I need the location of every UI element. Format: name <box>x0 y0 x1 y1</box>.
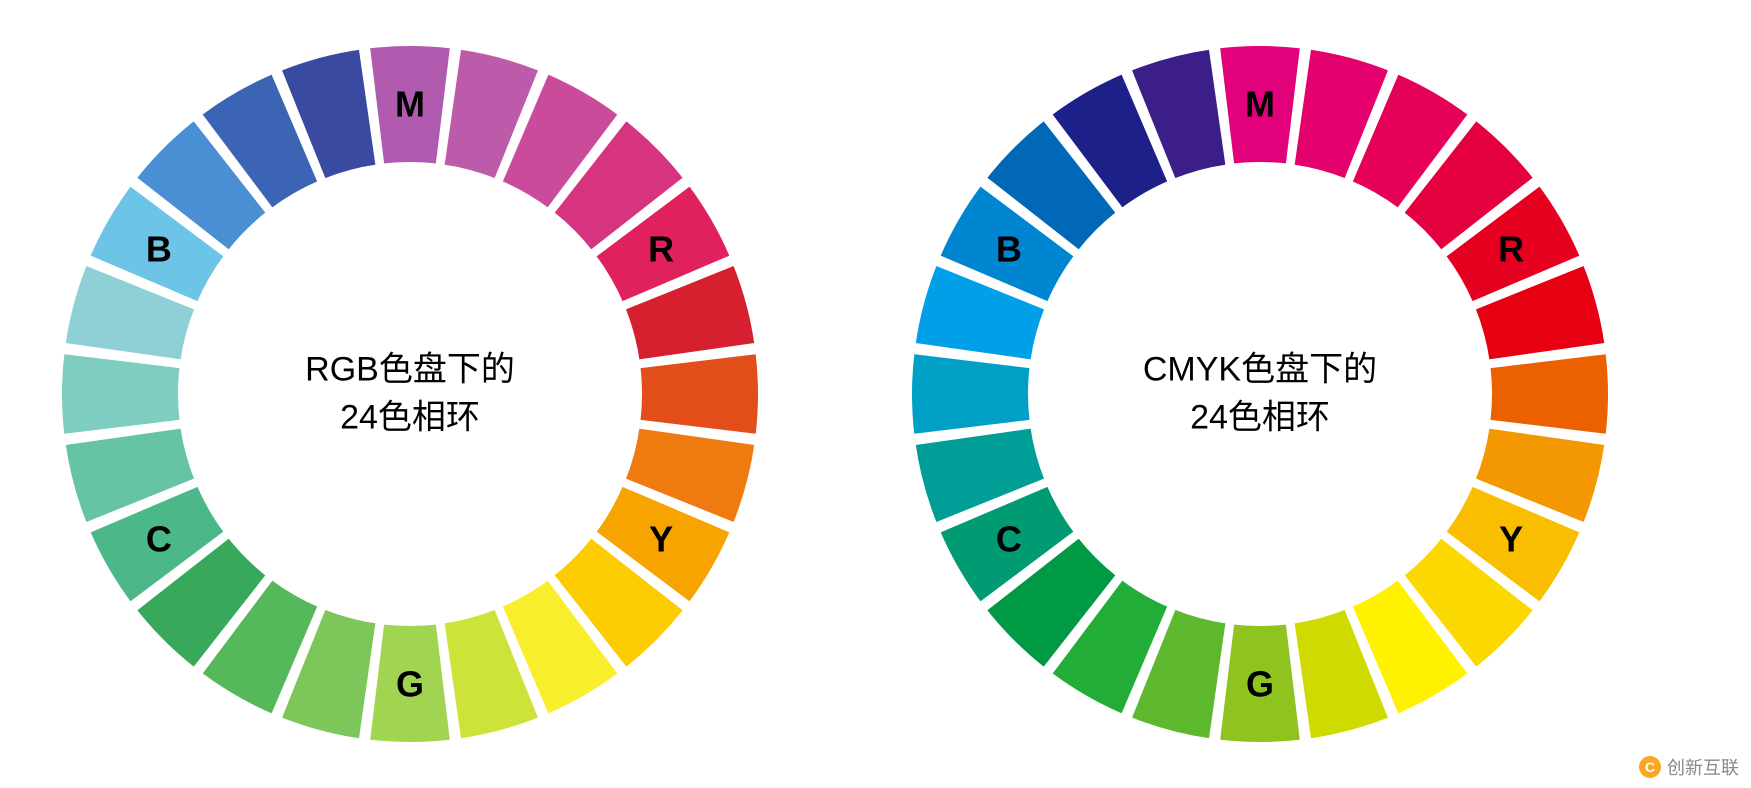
cmyk-wheel-container: M R Y G C B CMYK色盘下的 24色相环 <box>910 44 1610 744</box>
primary-label-G: G <box>1246 664 1274 705</box>
primary-label-Y: Y <box>1499 519 1523 560</box>
cmyk-title-line1: CMYK色盘下的 <box>1143 346 1377 394</box>
primary-label-C: C <box>996 519 1022 560</box>
segment-6 <box>638 352 760 436</box>
watermark-text: 创新互联 <box>1667 754 1739 780</box>
primary-label-B: B <box>996 229 1022 270</box>
primary-label-R: R <box>648 229 674 270</box>
primary-label-Y: Y <box>649 519 673 560</box>
primary-label-B: B <box>146 229 172 270</box>
primary-label-M: M <box>1245 84 1275 125</box>
primary-label-C: C <box>146 519 172 560</box>
segment-6 <box>1488 352 1610 436</box>
rgb-title-line1: RGB色盘下的 <box>305 346 515 394</box>
segment-18 <box>60 352 182 436</box>
rgb-title-line2: 24色相环 <box>305 394 515 442</box>
segment-18 <box>910 352 1032 436</box>
primary-label-R: R <box>1498 229 1524 270</box>
cmyk-title-line2: 24色相环 <box>1143 394 1377 442</box>
watermark-icon: C <box>1639 756 1661 778</box>
primary-label-G: G <box>396 664 424 705</box>
primary-label-M: M <box>395 84 425 125</box>
watermark: C 创新互联 <box>1639 754 1739 780</box>
rgb-wheel-container: M R Y G C B RGB色盘下的 24色相环 <box>60 44 760 744</box>
cmyk-wheel-title: CMYK色盘下的 24色相环 <box>1143 346 1377 441</box>
rgb-wheel-title: RGB色盘下的 24色相环 <box>305 346 515 441</box>
